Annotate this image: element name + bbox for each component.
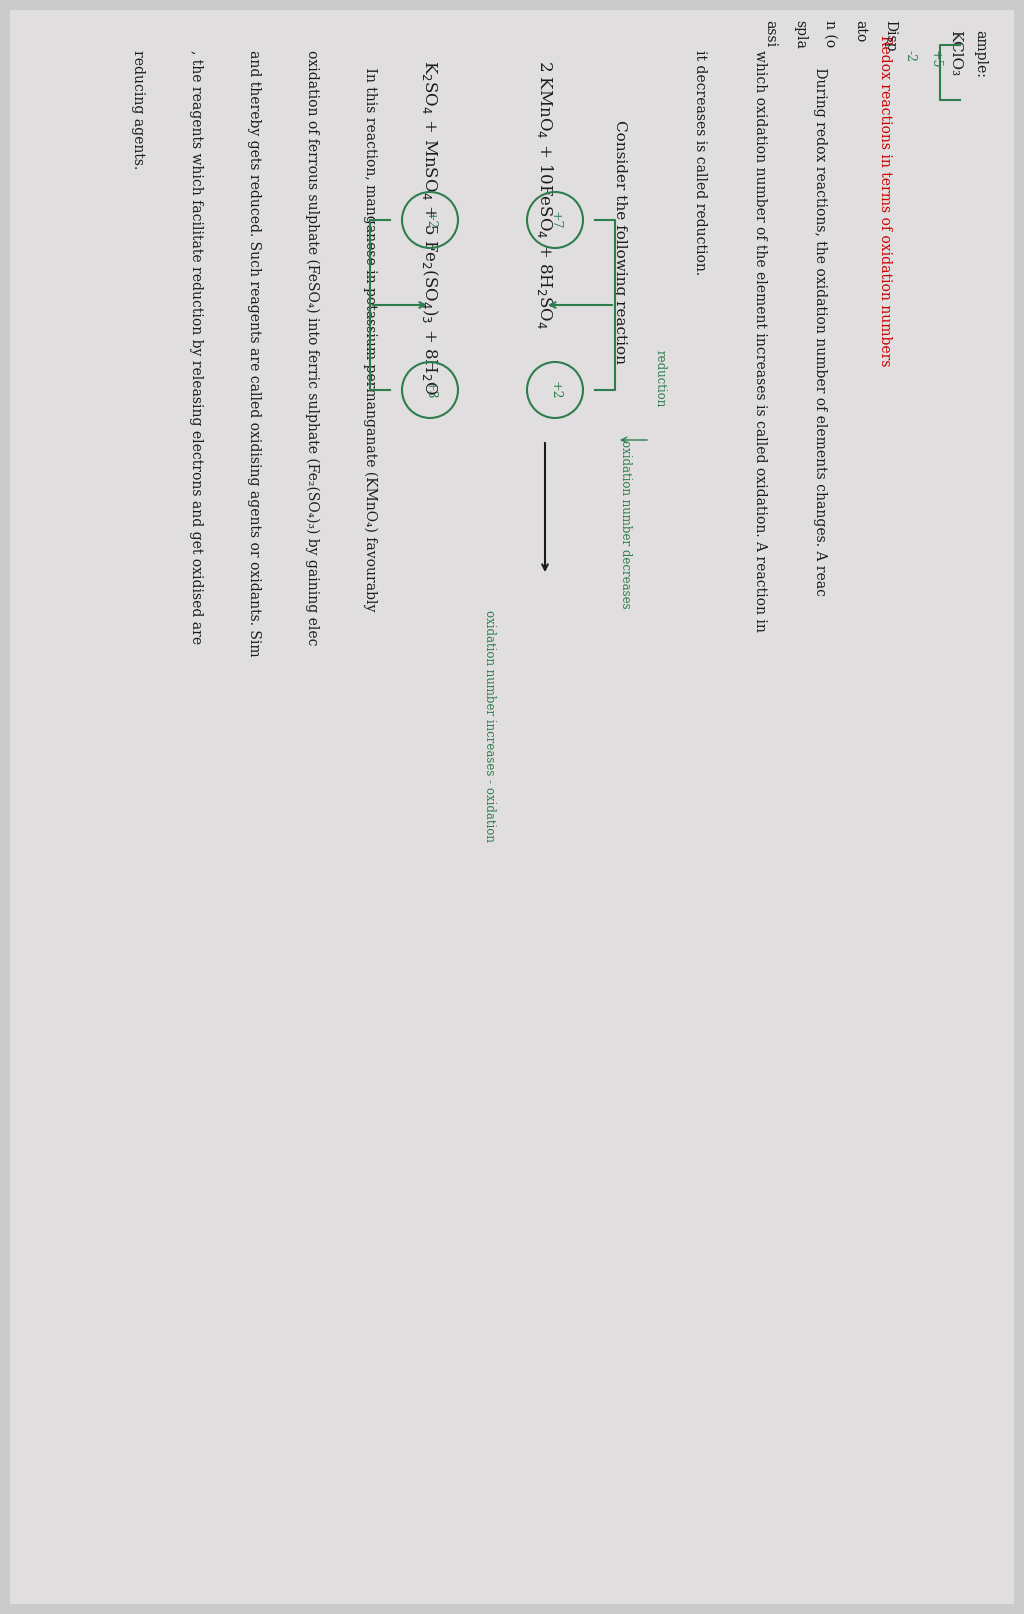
- Text: +3: +3: [424, 381, 436, 399]
- Text: 2 KMnO$_4$ + 10FeSO$_4$ + 8H$_2$SO$_4$: 2 KMnO$_4$ + 10FeSO$_4$ + 8H$_2$SO$_4$: [535, 60, 555, 329]
- Text: it decreases is called reduction.: it decreases is called reduction.: [693, 50, 707, 274]
- Text: oxidation number increases - oxidation: oxidation number increases - oxidation: [483, 610, 497, 843]
- Text: +5: +5: [929, 50, 941, 68]
- Text: , the reagents which facilitate reduction by releasing electrons and get oxidise: , the reagents which facilitate reductio…: [189, 50, 203, 644]
- Text: reduction: reduction: [653, 350, 667, 407]
- Text: reducing agents.: reducing agents.: [131, 50, 145, 169]
- Text: n (o: n (o: [823, 19, 837, 47]
- Text: ato: ato: [853, 19, 867, 42]
- Text: Redox reactions in terms of oxidation numbers: Redox reactions in terms of oxidation nu…: [878, 36, 892, 366]
- Text: oxidation of ferrous sulphate (FeSO₄) into ferric sulphate (Fe₂(SO₄)₃) by gainin: oxidation of ferrous sulphate (FeSO₄) in…: [305, 50, 319, 646]
- Text: Consider the following reaction: Consider the following reaction: [613, 119, 627, 365]
- Text: ample:: ample:: [973, 31, 987, 77]
- Text: KClO₃: KClO₃: [948, 31, 962, 76]
- Text: +2: +2: [424, 211, 436, 229]
- Text: In this reaction, manganese in potassium permanganate (KMnO₄) favourably: In this reaction, manganese in potassium…: [362, 50, 377, 612]
- FancyBboxPatch shape: [10, 10, 1014, 1604]
- Text: Disp: Disp: [883, 19, 897, 52]
- Text: spla: spla: [793, 19, 807, 48]
- Text: During redox reactions, the oxidation number of elements changes. A reac: During redox reactions, the oxidation nu…: [813, 50, 827, 596]
- Text: assi: assi: [763, 19, 777, 47]
- Text: +2: +2: [549, 381, 561, 399]
- Text: which oxidation number of the element increases is called oxidation. A reaction : which oxidation number of the element in…: [753, 50, 767, 631]
- Text: -2: -2: [903, 50, 916, 61]
- Text: oxidation number decreases: oxidation number decreases: [618, 441, 632, 608]
- Text: +7: +7: [549, 211, 561, 229]
- Text: and thereby gets reduced. Such reagents are called oxidising agents or oxidants.: and thereby gets reduced. Such reagents …: [247, 50, 261, 657]
- Text: K$_2$SO$_4$ + MnSO$_4$ + 5 Fe$_2$(SO$_4$)$_3$ + 8H$_2$O: K$_2$SO$_4$ + MnSO$_4$ + 5 Fe$_2$(SO$_4$…: [420, 60, 440, 395]
